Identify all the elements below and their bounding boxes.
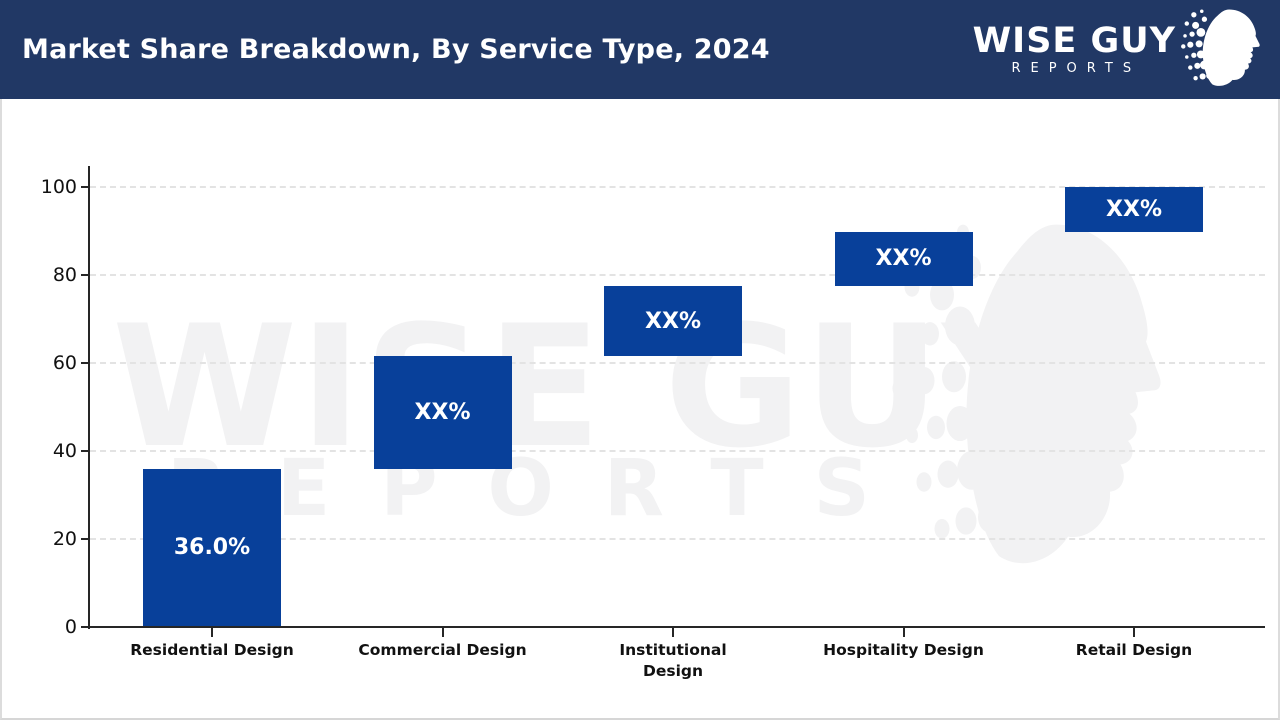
bar: 36.0% [143, 468, 281, 627]
y-tick [81, 626, 90, 628]
logo-tagline: REPORTS [1011, 61, 1142, 76]
y-tick-label: 20 [52, 528, 77, 550]
x-tick [441, 628, 444, 637]
y-tick-label: 0 [64, 616, 77, 638]
grid-line [90, 362, 1265, 364]
grid-line [90, 450, 1265, 452]
y-tick [81, 450, 90, 452]
y-tick-label: 60 [52, 352, 77, 374]
y-tick-label: 100 [40, 176, 77, 198]
bar: XX% [373, 356, 512, 469]
x-axis-label: Retail Design [1075, 641, 1193, 659]
bar-value-label: XX% [645, 308, 701, 334]
x-tick [1133, 628, 1135, 637]
y-tick [81, 274, 90, 276]
x-tick [211, 628, 213, 637]
x-tick [672, 628, 674, 637]
y-tick [81, 538, 90, 540]
grid-line [90, 186, 1265, 188]
x-axis-line [88, 626, 1265, 628]
grid-line [90, 538, 1265, 540]
bar-value-label: 36.0% [173, 535, 251, 561]
x-axis-label: Commercial Design [358, 641, 527, 659]
report-header: Market Share Breakdown, By Service Type,… [0, 0, 1280, 99]
bar-value-label: XX% [1106, 196, 1162, 222]
y-tick [81, 186, 90, 188]
bar-value-label: XX% [875, 246, 932, 272]
bar: XX% [1065, 187, 1203, 232]
bar: XX% [604, 286, 742, 357]
y-tick-label: 80 [52, 264, 77, 286]
y-axis-line [88, 166, 90, 629]
y-tick [81, 362, 90, 364]
x-axis-label: Residential Design [130, 641, 294, 659]
x-axis-label: Hospitality Design [823, 641, 984, 659]
bar: XX% [834, 231, 973, 286]
wiseguy-logo: WISE GUY REPORTS [973, 6, 1266, 94]
x-axis-label: Institutional Design [619, 641, 727, 680]
chart-title: Market Share Breakdown, By Service Type,… [22, 34, 770, 65]
grid-line [90, 274, 1265, 276]
logo-text: WISE GUY REPORTS [973, 23, 1176, 76]
bar-value-label: XX% [414, 399, 471, 425]
logo-wordmark: WISE GUY [972, 21, 1176, 61]
y-tick-label: 40 [52, 440, 77, 462]
x-tick [902, 628, 905, 637]
